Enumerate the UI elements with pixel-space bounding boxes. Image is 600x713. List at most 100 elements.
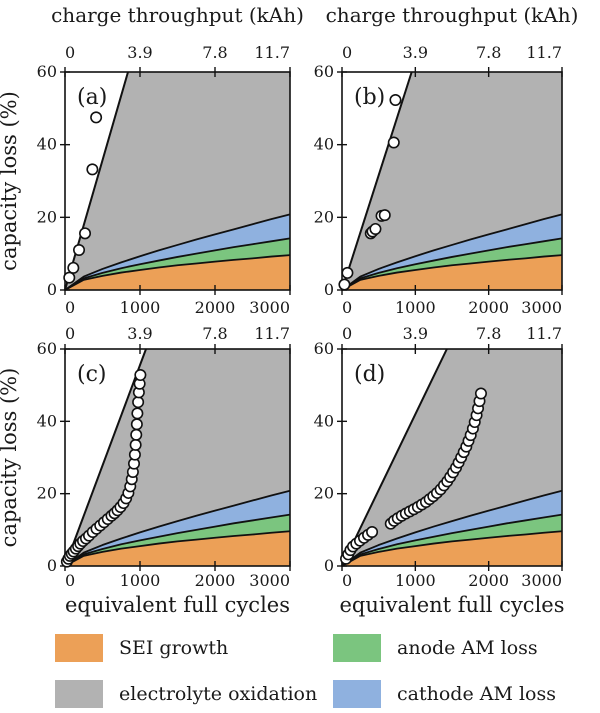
chart-text: capacity loss (%)	[0, 368, 21, 548]
chart-text: 20	[37, 484, 57, 503]
stack-boundary-line	[64, 530, 291, 567]
plot-frame	[64, 71, 291, 291]
stack-boundary-line	[341, 213, 563, 291]
stack-boundary-line	[341, 254, 563, 291]
stack-boundary-line	[341, 513, 563, 567]
data-point	[378, 209, 391, 222]
chart-text: 0	[47, 280, 57, 299]
total-loss-line	[341, 348, 448, 567]
scatter-series	[340, 387, 487, 565]
data-point	[366, 526, 379, 539]
chart-text: 3.9	[403, 324, 428, 343]
chart-text: 0	[47, 556, 57, 575]
chart-text: 40	[314, 135, 334, 154]
chart-text: charge throughput (kAh)	[326, 3, 579, 27]
chart-text: 1000	[120, 571, 161, 590]
chart-text: 0	[65, 43, 75, 62]
chart-text: 20	[314, 484, 334, 503]
area-cathode-am-loss	[65, 214, 290, 290]
chart-text: 7.8	[202, 43, 227, 62]
chart-text: 60	[37, 339, 57, 358]
area-anode-am-loss	[342, 514, 562, 566]
data-point	[474, 387, 487, 400]
chart-text: 7.8	[476, 43, 501, 62]
area-cathode-am-loss	[342, 490, 562, 566]
data-point	[338, 278, 351, 291]
stack-boundary-line	[341, 489, 563, 567]
area-sei-growth	[342, 255, 562, 290]
chart-text: 0	[65, 571, 75, 590]
legend-swatch-cathode-am-loss	[333, 680, 381, 708]
chart-text: (a)	[77, 85, 107, 110]
chart-text: 3.9	[403, 43, 428, 62]
chart-text: 0	[65, 324, 75, 343]
stack-boundary-line	[64, 213, 291, 291]
chart-text: 7.8	[202, 324, 227, 343]
legend-swatch-anode-am-loss	[333, 634, 381, 662]
chart-text: 2000	[195, 571, 236, 590]
legend-swatch-sei-growth	[55, 634, 103, 662]
chart-text: 60	[37, 62, 57, 81]
data-point	[90, 111, 103, 124]
chart-text: (b)	[354, 85, 385, 110]
chart-text: equivalent full cycles	[65, 593, 290, 617]
chart-text: 11.7	[254, 324, 290, 343]
area-anode-am-loss	[65, 238, 290, 290]
stack-boundary-line	[341, 530, 563, 567]
legend-label-electrolyte-oxidation: electrolyte oxidation	[119, 683, 318, 705]
data-point	[387, 136, 400, 149]
chart-text: 1000	[395, 298, 436, 317]
chart-text: 20	[37, 207, 57, 226]
data-point	[129, 438, 142, 451]
chart-text: 2000	[195, 298, 236, 317]
area-cathode-am-loss	[342, 214, 562, 290]
stack-boundary-line	[64, 237, 291, 291]
chart-text: 3000	[521, 571, 562, 590]
chart-text: 3000	[521, 298, 562, 317]
data-point	[134, 369, 147, 382]
total-loss-line	[341, 71, 413, 291]
chart-text: 11.7	[526, 43, 562, 62]
chart-text: 2000	[468, 571, 509, 590]
data-point	[67, 261, 80, 274]
stack-boundary-line	[64, 254, 291, 291]
chart-text: 60	[314, 62, 334, 81]
chart-text: 3000	[249, 571, 290, 590]
data-point	[86, 163, 99, 176]
chart-text: 60	[314, 339, 334, 358]
legend-item-electrolyte-oxidation: electrolyte oxidation	[55, 680, 317, 708]
area-sei-growth	[65, 531, 290, 566]
chart-text: 3.9	[127, 43, 152, 62]
legend-item-sei-growth: SEI growth	[55, 634, 228, 662]
data-point	[131, 407, 144, 420]
area-sei-growth	[65, 255, 290, 290]
legend-item-anode-am-loss: anode AM loss	[333, 634, 538, 662]
chart-text: 3000	[249, 298, 290, 317]
chart-text: 20	[314, 207, 334, 226]
chart-text: 0	[324, 556, 334, 575]
data-point	[130, 428, 143, 441]
chart-text: 0	[342, 324, 352, 343]
chart-text: 1000	[395, 571, 436, 590]
chart-text: (c)	[77, 362, 107, 387]
data-point	[128, 448, 141, 461]
scatter-series	[338, 93, 402, 291]
chart-text: 11.7	[254, 43, 290, 62]
data-point	[63, 271, 76, 284]
plot-frame	[341, 348, 563, 567]
chart-text: 40	[37, 135, 57, 154]
total-loss-line	[64, 348, 147, 567]
legend-label-anode-am-loss: anode AM loss	[397, 637, 538, 659]
chart-text: 2000	[468, 298, 509, 317]
stack-boundary-line	[64, 489, 291, 567]
chart-text: 7.8	[476, 324, 501, 343]
chart-text: 0	[342, 43, 352, 62]
plot-frame	[341, 71, 563, 291]
chart-text: 11.7	[526, 324, 562, 343]
chart-text: capacity loss (%)	[0, 91, 21, 271]
plot-frame	[64, 348, 291, 567]
data-point	[369, 222, 382, 235]
area-anode-am-loss	[65, 514, 290, 566]
chart-text: 1000	[120, 298, 161, 317]
